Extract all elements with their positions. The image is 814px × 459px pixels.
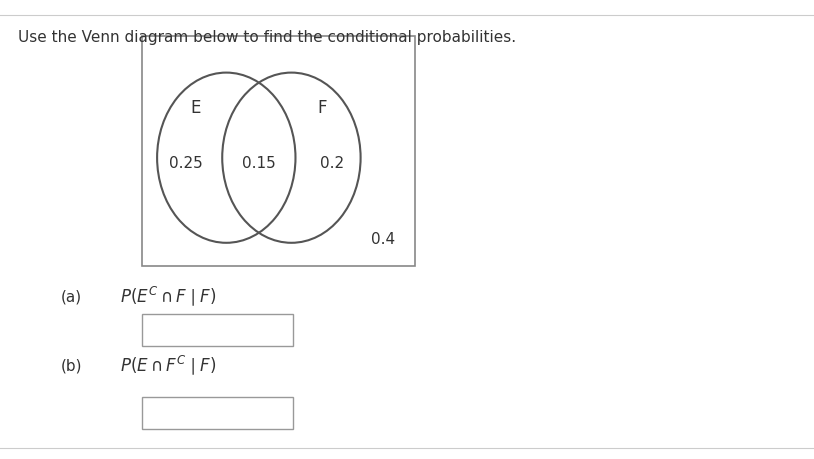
Bar <box>142 397 293 429</box>
Text: Use the Venn diagram below to find the conditional probabilities.: Use the Venn diagram below to find the c… <box>18 30 516 45</box>
Text: $P(E^C \cap F \mid F)$: $P(E^C \cap F \mid F)$ <box>120 284 217 308</box>
Text: 0.15: 0.15 <box>242 156 276 170</box>
Text: 0.25: 0.25 <box>168 156 203 170</box>
Text: $P(E \cap F^C \mid F)$: $P(E \cap F^C \mid F)$ <box>120 353 217 377</box>
Text: 0.2: 0.2 <box>320 156 344 170</box>
Text: E: E <box>190 98 200 117</box>
Bar <box>142 314 293 347</box>
Text: (b): (b) <box>61 358 82 372</box>
Bar <box>142 37 415 266</box>
Text: (a): (a) <box>61 289 82 303</box>
Text: 0.4: 0.4 <box>370 231 395 246</box>
Text: F: F <box>317 98 327 117</box>
